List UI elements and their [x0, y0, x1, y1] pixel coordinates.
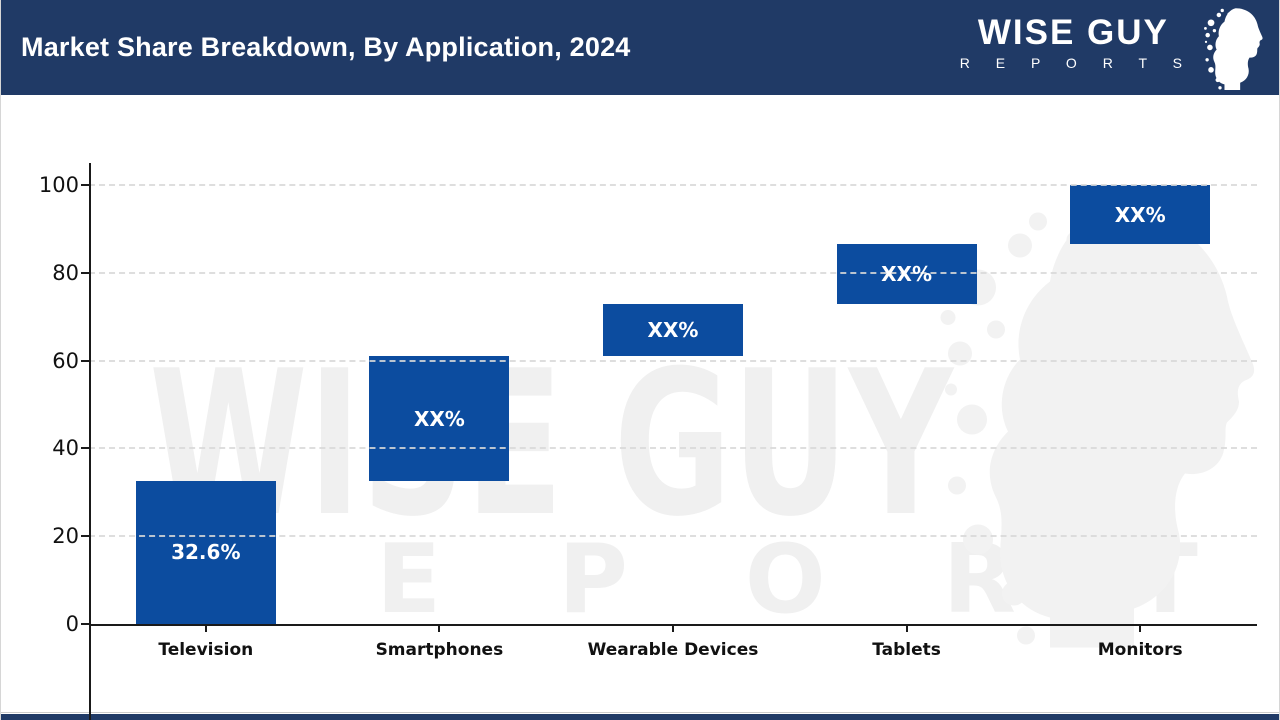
- brand-subtitle: R E P O R T S: [959, 54, 1193, 71]
- x-tick-mark: [204, 624, 207, 632]
- bar-smartphones: [369, 356, 510, 481]
- bar-value-label: XX%: [881, 261, 933, 286]
- y-tick-mark: [81, 271, 89, 274]
- bar-value-label: XX%: [413, 406, 465, 431]
- y-tick-label: 0: [65, 612, 79, 636]
- y-tick-mark: [81, 359, 89, 362]
- y-tick-label: 60: [52, 348, 79, 373]
- y-tick-label: 20: [52, 524, 79, 549]
- bottom-divider: [1, 712, 1279, 713]
- gridline-40: [89, 447, 1257, 450]
- gridline-80: [89, 271, 1257, 274]
- y-tick-label: 40: [52, 436, 79, 461]
- watermark-wiseguy: WISE GUY: [149, 328, 954, 561]
- y-axis-line: [89, 163, 91, 720]
- x-tick-mark: [672, 624, 674, 632]
- bar-monitors: [1070, 185, 1211, 245]
- bar-value-label: XX%: [1114, 202, 1166, 227]
- bar-value-label: 32.6%: [171, 540, 241, 565]
- brand-logo: WISE GUY R E P O R T S: [954, 13, 1193, 71]
- gridline-20: [89, 535, 1257, 538]
- y-tick-label: 100: [38, 173, 79, 197]
- brand-name: WISE GUY: [977, 13, 1169, 52]
- wiseguy-head-icon: [1204, 8, 1263, 90]
- x-category-label: Television: [158, 640, 254, 660]
- chart-area: WISE GUY R E P O R T S 02040608010032.6%…: [1, 95, 1279, 720]
- gridline-60: [89, 359, 1257, 362]
- x-category-label: Monitors: [1097, 640, 1183, 660]
- bar-television: [135, 480, 276, 624]
- page-title: Market Share Breakdown, By Application, …: [21, 32, 631, 62]
- x-category-label: Wearable Devices: [587, 640, 759, 660]
- y-tick-mark: [81, 184, 89, 186]
- y-tick-mark: [81, 623, 89, 625]
- y-tick-label: 80: [52, 260, 79, 285]
- bar-wearable-devices: [603, 303, 743, 357]
- footer-bar: [1, 714, 1279, 720]
- gridline-100: [89, 184, 1257, 186]
- x-tick-mark: [905, 624, 908, 632]
- x-tick-mark: [1139, 624, 1142, 632]
- y-tick-mark: [81, 535, 89, 538]
- y-tick-mark: [81, 447, 89, 450]
- header-bar: Market Share Breakdown, By Application, …: [1, 0, 1279, 95]
- bar-value-label: XX%: [647, 317, 699, 342]
- x-category-label: Smartphones: [375, 640, 504, 660]
- bar-tablets: [836, 244, 977, 304]
- x-category-label: Tablets: [872, 640, 941, 660]
- x-tick-mark: [438, 624, 441, 632]
